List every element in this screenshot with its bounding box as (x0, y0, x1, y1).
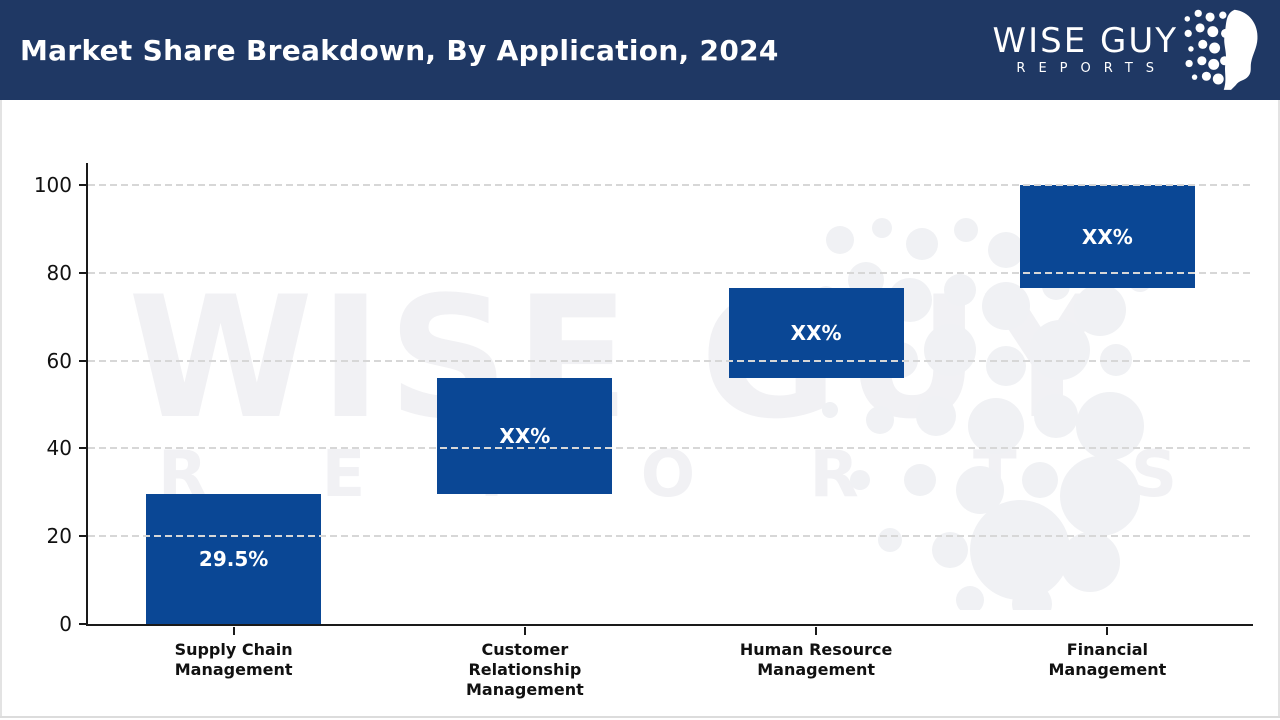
x-category-label: Customer Relationship Management (465, 640, 584, 699)
x-category-label: Financial Management (1048, 640, 1167, 679)
y-axis-line (86, 163, 88, 626)
y-tick-label: 60 (46, 348, 72, 373)
logo-subtitle: REPORTS (1016, 61, 1168, 76)
y-tick-mark (79, 183, 88, 186)
wise-guy-reports-logo: WISE GUY REPORTS (992, 6, 1280, 94)
x-tick-mark (815, 627, 818, 635)
x-category-label: Supply Chain Management (174, 640, 293, 679)
bar-4 (1020, 185, 1195, 288)
gridline-y-60 (88, 359, 1253, 362)
y-tick-label: 0 (59, 612, 72, 636)
x-axis-line (86, 624, 1253, 626)
plot-area: 29.5% XX% XX% XX% (86, 163, 1253, 626)
y-tick-mark (79, 623, 88, 625)
bar-value-label: XX% (1081, 224, 1133, 249)
x-tick-mark (523, 627, 526, 635)
y-tick-label: 40 (46, 436, 72, 461)
right-border (1278, 100, 1280, 716)
bottom-border (0, 716, 1280, 718)
x-tick-mark (1106, 627, 1109, 635)
y-tick-mark (79, 535, 88, 538)
left-border (0, 100, 2, 716)
y-tick-label: 20 (46, 524, 72, 549)
logo-text: WISE GUY REPORTS (992, 24, 1178, 76)
y-tick-label: 100 (33, 172, 72, 197)
gridline-y-40 (88, 447, 1253, 450)
logo-wordmark: WISE GUY (992, 21, 1178, 61)
gridline-y-20 (88, 535, 1253, 538)
y-tick-label: 80 (46, 260, 72, 285)
x-category-label: Human Resource Management (739, 640, 893, 679)
bar-value-label: XX% (790, 321, 842, 346)
x-tick-mark (232, 627, 235, 635)
page-title: Market Share Breakdown, By Application, … (20, 33, 779, 67)
y-tick-mark (79, 447, 88, 450)
bar-3 (729, 288, 904, 378)
bar-1 (146, 494, 321, 624)
gridline-y-100 (88, 183, 1253, 186)
bar-value-label: XX% (499, 424, 551, 449)
y-tick-mark (79, 359, 88, 362)
y-tick-mark (79, 271, 88, 274)
dotted-face-profile-icon (1180, 6, 1262, 94)
bar-2 (437, 378, 612, 494)
bar-value-label: 29.5% (198, 547, 269, 572)
gridline-y-80 (88, 271, 1253, 274)
header-bar: Market Share Breakdown, By Application, … (0, 0, 1280, 100)
